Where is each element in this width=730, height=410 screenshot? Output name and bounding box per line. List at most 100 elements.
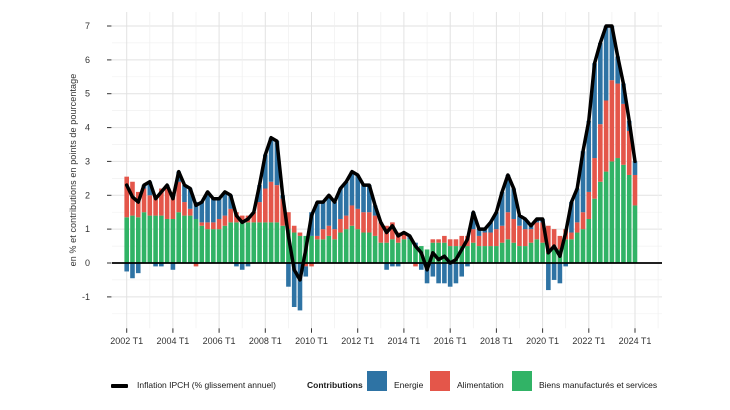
bar-segment — [580, 212, 586, 230]
bar-segment — [580, 151, 586, 213]
bar-segment — [540, 222, 545, 243]
bar-segment — [239, 263, 245, 270]
bar-segment — [349, 205, 355, 226]
bar-segment — [626, 174, 632, 263]
bar-segment — [315, 235, 320, 240]
bar-segment — [286, 212, 291, 230]
bar-segment — [546, 263, 551, 291]
bar-segment — [199, 202, 205, 223]
bar-segment — [338, 232, 343, 263]
bar-segment — [245, 222, 251, 263]
bar-segment — [147, 181, 153, 196]
x-tick-label: 2012 T1 — [341, 336, 374, 346]
bar-segment — [390, 239, 395, 263]
bar-segment — [499, 242, 505, 263]
inflation-line — [124, 24, 637, 282]
bar-segment — [488, 246, 493, 263]
bar-segment — [517, 215, 522, 226]
bar-segment — [430, 263, 436, 277]
energie-label: Energie — [394, 380, 424, 390]
bar-segment — [153, 195, 158, 216]
bar-segment — [182, 202, 187, 216]
bar-segment — [274, 222, 280, 263]
bar-segment — [598, 181, 603, 263]
bar-segment — [338, 218, 343, 233]
bar-segment — [430, 239, 436, 243]
bar-segment — [413, 246, 418, 263]
bar-segment — [286, 263, 291, 287]
bar-segment — [494, 246, 499, 263]
bar-segment — [586, 191, 592, 219]
bar-segment — [205, 222, 210, 230]
bar-segment — [135, 217, 141, 263]
bar-segment — [251, 222, 257, 263]
bar-segment — [205, 191, 210, 223]
bar-segment — [153, 215, 158, 263]
legend-inflation-label: Inflation IPCH (% glissement annuel) — [137, 380, 276, 390]
bar-segment — [447, 263, 453, 287]
bar-segment — [563, 263, 568, 267]
bar-segment — [315, 202, 320, 236]
bar-segment — [193, 202, 199, 219]
bar-segment — [436, 242, 441, 263]
bar-segment — [482, 246, 488, 263]
bar-segment — [361, 185, 366, 213]
bar-segment — [465, 246, 470, 263]
bar-segment — [442, 235, 447, 243]
bar-segment — [274, 141, 280, 186]
bar-segment — [280, 198, 285, 226]
bar-segment — [315, 239, 320, 263]
bar-segment — [124, 176, 129, 218]
bar-segment — [199, 225, 205, 263]
bar-segment — [621, 103, 626, 165]
bar-segment — [291, 232, 297, 263]
bar-segment — [280, 225, 285, 263]
bar-segment — [401, 232, 407, 240]
bar-segment — [470, 229, 476, 243]
bar-segment — [586, 218, 592, 263]
bar-segment — [517, 246, 522, 263]
x-tick-label: 2006 T1 — [203, 336, 236, 346]
bar-segment — [216, 229, 222, 263]
bar-segment — [222, 215, 228, 226]
bar-segment — [297, 232, 303, 236]
bar-segment — [355, 229, 361, 263]
bar-segment — [338, 188, 343, 219]
bar-segment — [355, 174, 361, 209]
bar-segment — [465, 263, 470, 267]
bar-segment — [522, 246, 528, 263]
x-tick-label: 2022 T1 — [572, 336, 605, 346]
bar-segment — [580, 229, 586, 263]
bar-segment — [511, 218, 516, 243]
bar-segment — [349, 225, 355, 263]
bar-segment — [378, 222, 384, 243]
y-tick-label: 3 — [85, 156, 90, 166]
bar-segment — [615, 158, 620, 263]
bar-segment — [147, 215, 153, 263]
bar-segment — [216, 198, 222, 219]
bar-segment — [130, 263, 135, 279]
bar-segment — [332, 239, 337, 263]
biens-label: Biens manufacturés et services — [539, 380, 658, 390]
bar-segment — [141, 188, 147, 213]
bar-segment — [182, 215, 187, 263]
bar-segment — [193, 218, 199, 263]
bar-segment — [239, 222, 245, 263]
bar-segment — [257, 222, 262, 263]
bar-segment — [211, 229, 216, 263]
bar-segment — [511, 242, 516, 263]
bar-segment — [320, 239, 326, 263]
bar-segment — [413, 263, 418, 267]
bar-segment — [170, 191, 176, 219]
bar-segment — [453, 263, 459, 284]
bar-segment — [569, 239, 574, 263]
x-tick-label: 2002 T1 — [110, 336, 143, 346]
bar-segment — [332, 229, 337, 240]
inflation-line-swatch — [111, 384, 128, 388]
bar-segment — [182, 185, 187, 203]
bar-segment — [528, 242, 534, 263]
bar-segment — [366, 212, 372, 233]
x-tick-label: 2024 T1 — [619, 336, 652, 346]
